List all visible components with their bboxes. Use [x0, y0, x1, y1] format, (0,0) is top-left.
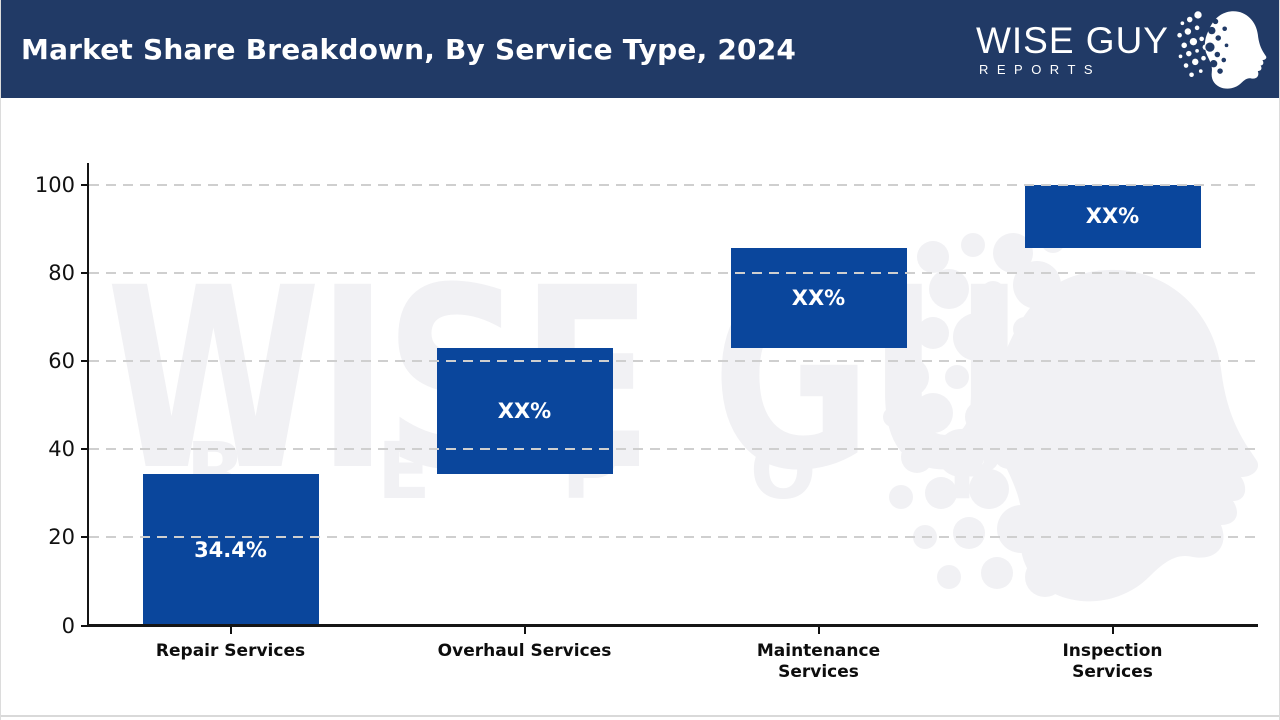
y-tick-label: 40: [48, 437, 75, 462]
y-tick-mark: [81, 183, 88, 186]
y-axis-line: [87, 163, 89, 627]
gridline-40: [89, 448, 1257, 451]
page-title: Market Share Breakdown, By Service Type,…: [21, 32, 797, 66]
bar-value-label: 34.4%: [194, 537, 267, 562]
x-tick-mark: [1111, 626, 1114, 634]
gridline-20: [89, 536, 1257, 539]
y-tick-mark: [81, 536, 88, 539]
bar-value-label: XX%: [497, 398, 552, 423]
bar-inspection-services: [1024, 184, 1201, 249]
bar-repair-services: [142, 473, 319, 626]
x-category-label-2: Overhaul Services: [437, 641, 612, 661]
logo-wordmark: WISE GUY REPORTS: [975, 19, 1169, 77]
bar-overhaul-services: [436, 347, 613, 474]
y-tick-label: 80: [48, 260, 75, 285]
x-category-label-3: Maintenance Services: [756, 641, 881, 682]
logo-wordmark-line2: REPORTS: [978, 61, 1102, 77]
gridline-80: [89, 271, 1257, 274]
y-tick-label: 20: [48, 525, 75, 550]
x-category-label-4: Inspection Services: [1062, 641, 1163, 682]
header: Market Share Breakdown, By Service Type,…: [1, 0, 1279, 98]
y-tick-mark: [81, 448, 88, 451]
watermark-head-icon: [881, 229, 1259, 602]
card-bottom-border: [1, 715, 1279, 717]
y-tick-mark: [81, 624, 88, 627]
x-tick-mark: [817, 626, 820, 634]
x-axis-line: [87, 624, 1258, 627]
bar-value-label: XX%: [1085, 204, 1140, 229]
x-category-label-1: Repair Services: [155, 641, 306, 661]
gridline-60: [89, 359, 1257, 362]
y-tick-label: 0: [61, 613, 75, 638]
y-tick-label: 100: [34, 172, 75, 197]
y-tick-mark: [81, 271, 88, 274]
y-tick-mark: [81, 359, 88, 362]
bar-value-label: XX%: [791, 286, 846, 311]
x-tick-mark: [523, 626, 526, 634]
logo-wordmark-line1: WISE GUY: [975, 19, 1169, 61]
gridline-100: [89, 183, 1257, 186]
x-tick-mark: [229, 626, 232, 634]
y-tick-label: 60: [48, 348, 75, 373]
logo-head-icon: [1177, 11, 1267, 89]
bar-maintenance-services: [730, 248, 907, 348]
brand-logo: WISE GUY REPORTS: [976, 0, 1269, 98]
